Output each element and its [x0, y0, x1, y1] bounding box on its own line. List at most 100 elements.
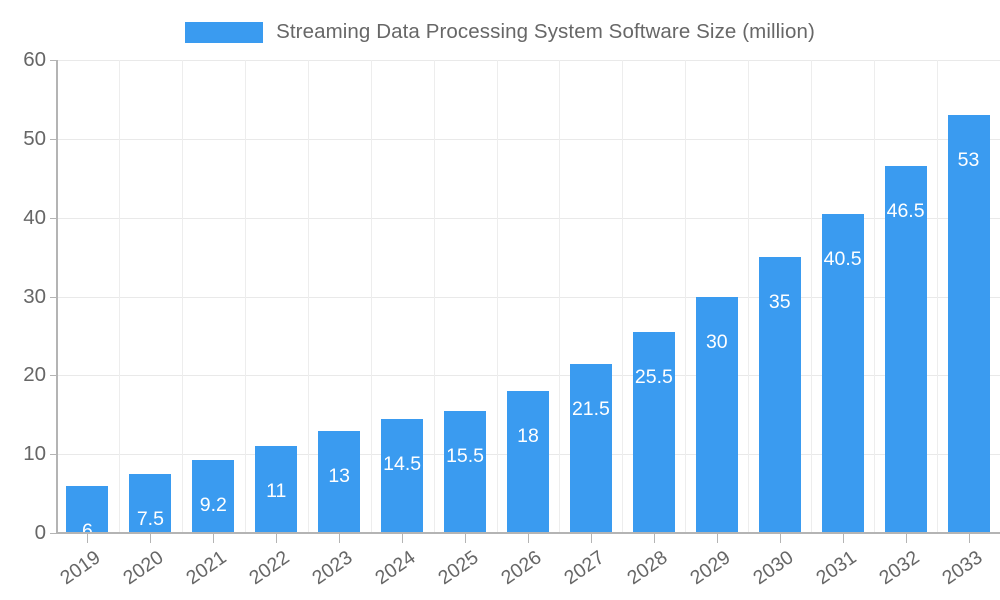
gridline	[56, 60, 1000, 61]
x-axis-tick-mark	[842, 534, 844, 543]
vertical-gridline	[371, 60, 372, 533]
gridline	[56, 375, 1000, 377]
bar[interactable]: 11	[255, 446, 298, 533]
y-axis-tick-label: 20	[23, 363, 46, 387]
legend-label: Streaming Data Processing System Softwar…	[276, 20, 815, 43]
bar-value-label: 53	[957, 149, 980, 172]
bar-value-label: 25.5	[634, 365, 673, 388]
vertical-gridline	[308, 60, 309, 533]
bar[interactable]: 40.5	[821, 213, 864, 533]
y-axis-tick-label: 0	[34, 520, 46, 544]
y-axis-line	[56, 60, 58, 534]
y-axis-ticks: 0 10 20 30 40 50 60	[0, 0, 56, 600]
legend-color-swatch	[185, 21, 264, 43]
bar[interactable]: 6	[66, 485, 109, 540]
bar-value-label: 9.2	[199, 494, 227, 517]
vertical-gridline	[685, 60, 686, 533]
x-axis-tick-mark	[339, 534, 341, 543]
bar[interactable]: 9.2	[192, 460, 235, 533]
bar[interactable]: 18	[507, 391, 549, 533]
x-axis-tick-mark	[150, 534, 152, 543]
bar[interactable]: 7.5	[129, 473, 172, 533]
x-axis-tick-label: 2024	[371, 546, 420, 590]
x-axis-line	[56, 532, 1000, 534]
x-axis-tick-mark	[276, 534, 278, 543]
x-axis-tick-label: 2031	[811, 546, 861, 590]
x-axis-tick-label: 2019	[56, 546, 105, 590]
vertical-gridline	[182, 60, 183, 533]
x-axis-tick-mark	[653, 534, 655, 543]
x-axis-tick-label: 2020	[119, 546, 168, 590]
x-axis-tick-mark	[465, 534, 467, 543]
bar-value-label: 35	[768, 291, 791, 314]
bar[interactable]: 13	[318, 430, 361, 533]
bar[interactable]: 25.5	[632, 331, 675, 533]
x-axis-tick-mark	[213, 534, 215, 543]
y-axis-tick-mark	[50, 533, 56, 534]
x-axis-tick-mark	[716, 534, 718, 543]
x-axis-tick-label: 2026	[497, 546, 546, 590]
y-axis-tick-mark	[50, 296, 56, 298]
y-axis-tick-mark	[50, 375, 56, 377]
bar[interactable]: 21.5	[569, 363, 612, 533]
bar-value-label: 14.5	[383, 452, 422, 475]
x-axis-tick-mark	[402, 534, 404, 543]
x-axis-tick-label: 2029	[686, 546, 735, 590]
x-axis-tick-mark	[968, 534, 970, 543]
bar-value-label: 30	[705, 330, 728, 353]
x-axis-tick-label: 2021	[182, 546, 231, 590]
bar[interactable]: 15.5	[444, 410, 487, 533]
plot-area: 6 7.5 9.2 11 13 14.5 15.5 18 21.5 25.5 30 35 40.5 46.…	[56, 60, 1000, 540]
y-axis-tick-label: 50	[23, 126, 46, 150]
bar[interactable]: 46.5	[884, 166, 927, 533]
x-axis-tick-label: 2023	[308, 546, 357, 590]
x-axis-tick-label: 2025	[434, 546, 483, 590]
x-axis-tick-mark	[590, 534, 592, 543]
vertical-gridline	[748, 60, 749, 533]
bar-value-label: 13	[328, 464, 351, 487]
x-axis-tick-mark	[528, 534, 529, 543]
bar[interactable]: 14.5	[381, 418, 424, 533]
x-axis-tick-label: 2030	[749, 546, 798, 590]
x-axis-tick-mark	[779, 534, 781, 543]
vertical-gridline	[874, 60, 875, 533]
y-axis-tick-label: 40	[23, 205, 46, 229]
bar-value-label: 21.5	[571, 397, 610, 420]
y-axis-tick-mark	[50, 60, 56, 61]
gridline	[56, 217, 1000, 219]
bar-value-label: 18	[517, 425, 539, 448]
x-axis-tick-mark	[905, 534, 907, 543]
bar[interactable]: 53	[947, 115, 990, 533]
gridline	[56, 138, 1000, 140]
bar-value-label: 15.5	[446, 444, 485, 467]
vertical-gridline	[434, 60, 435, 533]
x-axis-tick-mark	[87, 534, 89, 543]
vertical-gridline	[811, 60, 812, 533]
chart-legend: Streaming Data Processing System Softwar…	[0, 14, 1000, 50]
vertical-gridline	[559, 60, 560, 533]
y-axis-tick-label: 30	[23, 284, 46, 308]
bar-value-label: 7.5	[136, 507, 164, 530]
x-axis-tick-label: 2028	[623, 546, 672, 590]
y-axis-tick-mark	[50, 217, 56, 219]
vertical-gridline	[622, 60, 623, 533]
vertical-gridline	[119, 60, 120, 533]
vertical-gridline	[937, 60, 938, 533]
x-axis-tick-label: 2022	[245, 546, 294, 590]
y-axis-tick-mark	[50, 454, 56, 456]
y-axis-tick-mark	[50, 138, 56, 140]
y-axis-tick-label: 60	[23, 47, 46, 71]
bar[interactable]: 35	[758, 257, 801, 533]
y-axis-tick-label: 10	[23, 441, 46, 465]
bar-value-label: 11	[266, 480, 287, 503]
x-axis-tick-label: 2032	[874, 546, 924, 590]
gridline	[56, 296, 1000, 298]
bar-value-label: 40.5	[823, 247, 862, 270]
x-axis-tick-label: 2033	[937, 546, 987, 590]
bar-value-label: 46.5	[886, 200, 925, 223]
vertical-gridline	[497, 60, 498, 533]
x-axis-tick-label: 2027	[560, 546, 609, 590]
vertical-gridline	[245, 60, 246, 533]
bar[interactable]: 30	[695, 296, 738, 533]
